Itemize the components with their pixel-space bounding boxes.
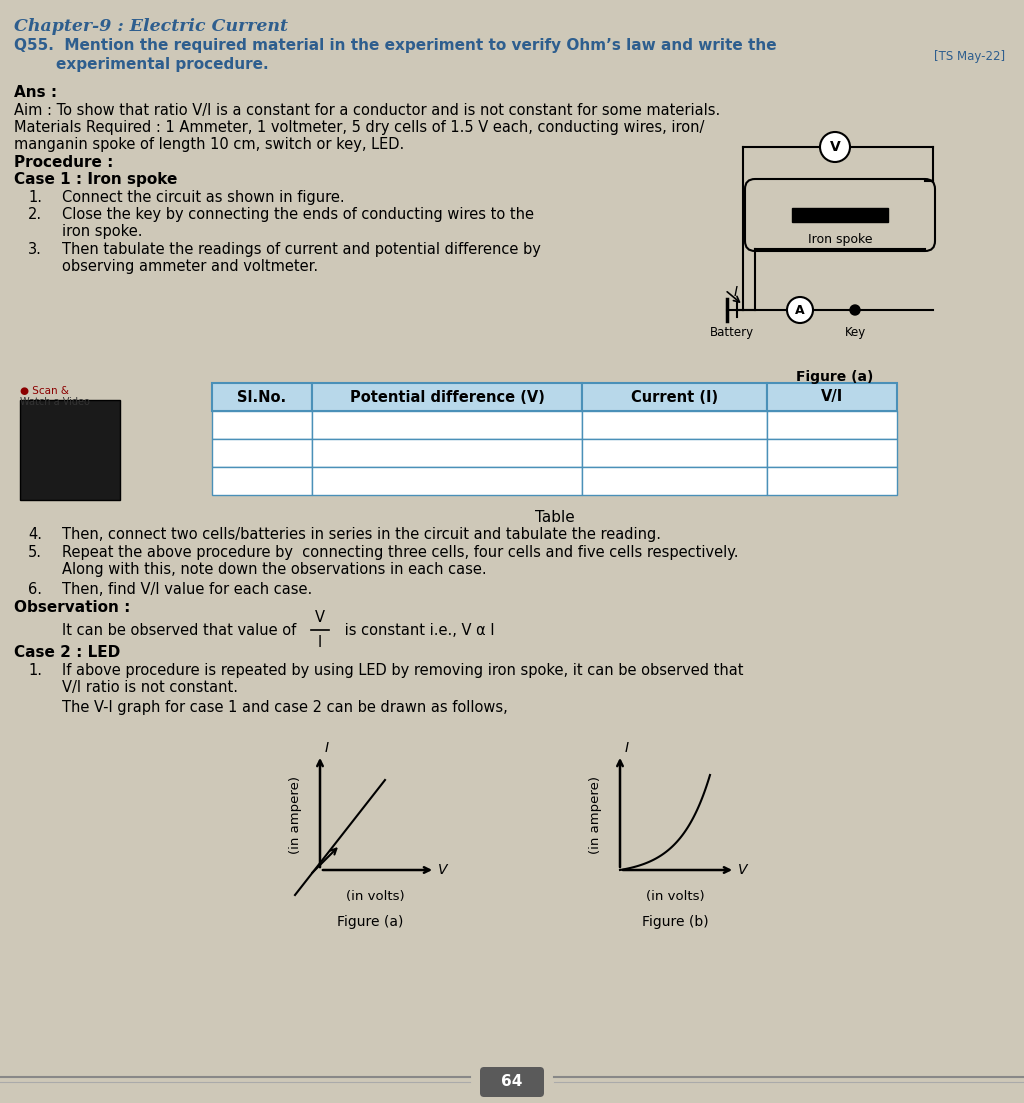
Text: Repeat the above procedure by  connecting three cells, four cells and five cells: Repeat the above procedure by connecting… — [62, 545, 738, 577]
Text: Figure (b): Figure (b) — [642, 915, 709, 929]
Bar — [582, 411, 767, 439]
Text: Figure (a): Figure (a) — [337, 915, 403, 929]
Text: It can be observed that value of: It can be observed that value of — [62, 623, 301, 638]
Text: The V-I graph for case 1 and case 2 can be drawn as follows,: The V-I graph for case 1 and case 2 can … — [62, 700, 508, 715]
Text: Table: Table — [535, 510, 574, 525]
Bar — [212, 467, 312, 495]
Text: Observation :: Observation : — [14, 600, 130, 615]
Text: If above procedure is repeated by using LED by removing iron spoke, it can be ob: If above procedure is repeated by using … — [62, 663, 743, 695]
Text: Close the key by connecting the ends of conducting wires to the
iron spoke.: Close the key by connecting the ends of … — [62, 207, 534, 239]
Text: 1.: 1. — [28, 190, 42, 205]
Text: 3.: 3. — [28, 242, 42, 257]
Bar — [20, 400, 120, 500]
Text: is constant i.e., V α I: is constant i.e., V α I — [340, 623, 495, 638]
Text: V: V — [315, 610, 325, 625]
Text: 4.: 4. — [28, 527, 42, 542]
Text: I: I — [317, 635, 323, 650]
Text: I: I — [625, 741, 629, 754]
Bar — [767, 411, 897, 439]
Text: Ans :: Ans : — [14, 85, 57, 100]
Bar — [582, 439, 767, 467]
Text: Current (I): Current (I) — [631, 389, 718, 405]
Text: Case 2 : LED: Case 2 : LED — [14, 645, 120, 660]
Bar — [312, 383, 582, 411]
Text: Case 1 : Iron spoke: Case 1 : Iron spoke — [14, 172, 177, 188]
Bar — [312, 411, 582, 439]
Bar — [792, 208, 888, 222]
Bar — [582, 467, 767, 495]
Text: I: I — [325, 741, 329, 754]
Bar — [767, 439, 897, 467]
Text: (in volts): (in volts) — [346, 890, 404, 903]
Text: Chapter-9 : Electric Current: Chapter-9 : Electric Current — [14, 18, 288, 35]
Text: ● Scan &: ● Scan & — [20, 386, 69, 396]
Text: 5.: 5. — [28, 545, 42, 560]
Text: Watch a Video: Watch a Video — [20, 397, 90, 407]
Circle shape — [787, 297, 813, 323]
Text: Key: Key — [845, 326, 865, 339]
Bar — [212, 411, 312, 439]
Text: Connect the circuit as shown in figure.: Connect the circuit as shown in figure. — [62, 190, 345, 205]
Text: 2.: 2. — [28, 207, 42, 222]
Text: Battery: Battery — [710, 326, 754, 339]
Bar — [312, 439, 582, 467]
Text: Then tabulate the readings of current and potential difference by
observing amme: Then tabulate the readings of current an… — [62, 242, 541, 275]
Circle shape — [820, 132, 850, 162]
Bar — [767, 467, 897, 495]
Text: (in ampere): (in ampere) — [289, 777, 302, 854]
Text: (in ampere): (in ampere) — [589, 777, 602, 854]
Text: [TS May-22]: [TS May-22] — [934, 50, 1005, 63]
Text: Then, find V/I value for each case.: Then, find V/I value for each case. — [62, 582, 312, 597]
Text: Sl.No.: Sl.No. — [238, 389, 287, 405]
Text: Figure (a): Figure (a) — [797, 370, 873, 384]
Text: 6.: 6. — [28, 582, 42, 597]
Text: A: A — [796, 303, 805, 317]
Text: Iron spoke: Iron spoke — [808, 233, 872, 246]
Text: experimental procedure.: experimental procedure. — [14, 57, 268, 72]
Text: Potential difference (V): Potential difference (V) — [349, 389, 545, 405]
Text: Materials Required : 1 Ammeter, 1 voltmeter, 5 dry cells of 1.5 V each, conducti: Materials Required : 1 Ammeter, 1 voltme… — [14, 120, 705, 135]
Text: Then, connect two cells/batteries in series in the circuit and tabulate the read: Then, connect two cells/batteries in ser… — [62, 527, 662, 542]
Bar — [212, 439, 312, 467]
Text: V: V — [829, 140, 841, 154]
Text: Aim : To show that ratio V/I is a constant for a conductor and is not constant f: Aim : To show that ratio V/I is a consta… — [14, 103, 720, 118]
Bar — [212, 383, 312, 411]
Bar — [767, 383, 897, 411]
Bar — [582, 383, 767, 411]
Text: manganin spoke of length 10 cm, switch or key, LED.: manganin spoke of length 10 cm, switch o… — [14, 137, 404, 152]
Text: V: V — [438, 863, 447, 877]
Bar — [312, 467, 582, 495]
Text: 1.: 1. — [28, 663, 42, 678]
Text: V/I: V/I — [821, 389, 843, 405]
Text: I: I — [734, 285, 738, 299]
Text: Q55.  Mention the required material in the experiment to verify Ohm’s law and wr: Q55. Mention the required material in th… — [14, 38, 776, 53]
Text: 64: 64 — [502, 1074, 522, 1090]
Text: V: V — [738, 863, 748, 877]
Circle shape — [850, 306, 860, 315]
Text: (in volts): (in volts) — [646, 890, 705, 903]
Text: Procedure :: Procedure : — [14, 156, 114, 170]
FancyBboxPatch shape — [480, 1067, 544, 1097]
